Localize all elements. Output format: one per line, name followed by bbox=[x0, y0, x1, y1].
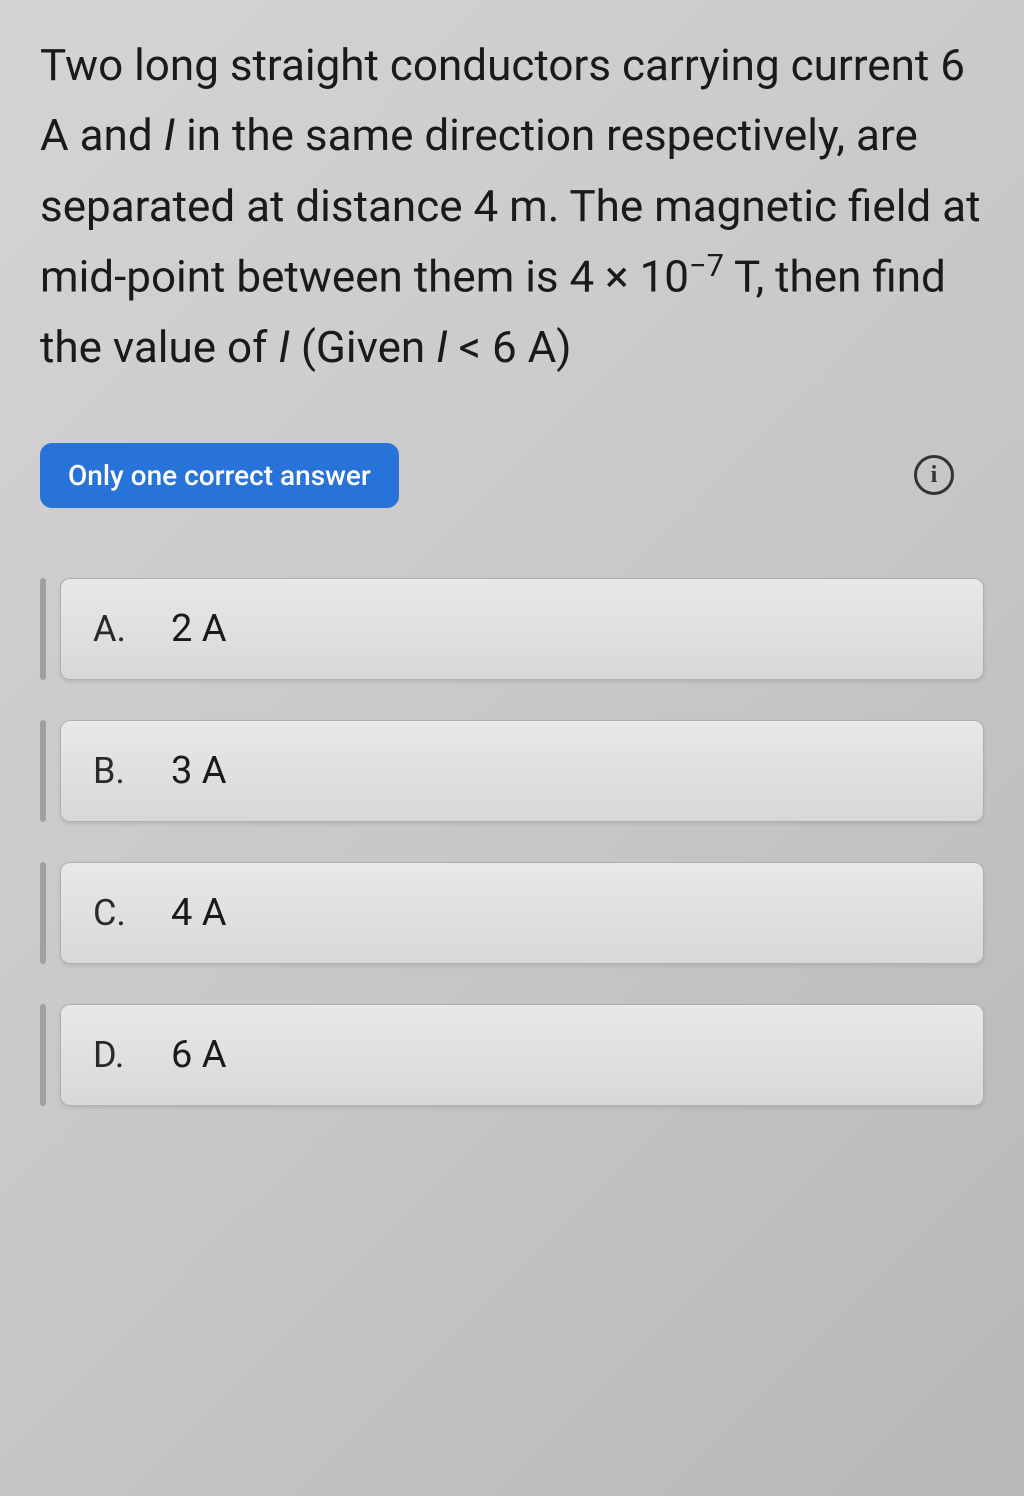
option-value: 6 A bbox=[171, 1033, 227, 1077]
question-part-4: (Given bbox=[290, 321, 436, 373]
info-icon[interactable]: i bbox=[914, 455, 954, 495]
option-letter: C. bbox=[93, 892, 143, 934]
option-letter: D. bbox=[93, 1034, 143, 1076]
option-b-wrapper: B. 3 A bbox=[40, 720, 984, 822]
answer-type-row: Only one correct answer i bbox=[40, 443, 984, 508]
options-container: A. 2 A B. 3 A C. 4 A D. 6 A bbox=[40, 578, 984, 1106]
option-a-wrapper: A. 2 A bbox=[40, 578, 984, 680]
question-italic-I-3: I bbox=[436, 321, 448, 373]
option-letter: B. bbox=[93, 750, 143, 792]
question-exponent: −7 bbox=[689, 247, 724, 284]
option-marker bbox=[40, 578, 46, 680]
option-letter: A. bbox=[93, 608, 143, 650]
answer-type-label: Only one correct answer bbox=[68, 459, 371, 492]
answer-type-badge: Only one correct answer bbox=[40, 443, 399, 508]
question-text: Two long straight conductors carrying cu… bbox=[40, 30, 984, 383]
option-d-wrapper: D. 6 A bbox=[40, 1004, 984, 1106]
info-icon-symbol: i bbox=[931, 462, 938, 489]
option-marker bbox=[40, 862, 46, 964]
question-part-5: < 6 A) bbox=[448, 321, 572, 373]
option-d-card[interactable]: D. 6 A bbox=[60, 1004, 984, 1106]
option-c-wrapper: C. 4 A bbox=[40, 862, 984, 964]
question-italic-I-1: I bbox=[164, 109, 176, 161]
option-value: 2 A bbox=[171, 607, 227, 651]
option-a-card[interactable]: A. 2 A bbox=[60, 578, 984, 680]
option-c-card[interactable]: C. 4 A bbox=[60, 862, 984, 964]
option-marker bbox=[40, 1004, 46, 1106]
option-value: 4 A bbox=[171, 891, 227, 935]
question-italic-I-2: I bbox=[278, 321, 290, 373]
option-marker bbox=[40, 720, 46, 822]
option-value: 3 A bbox=[171, 749, 227, 793]
option-b-card[interactable]: B. 3 A bbox=[60, 720, 984, 822]
